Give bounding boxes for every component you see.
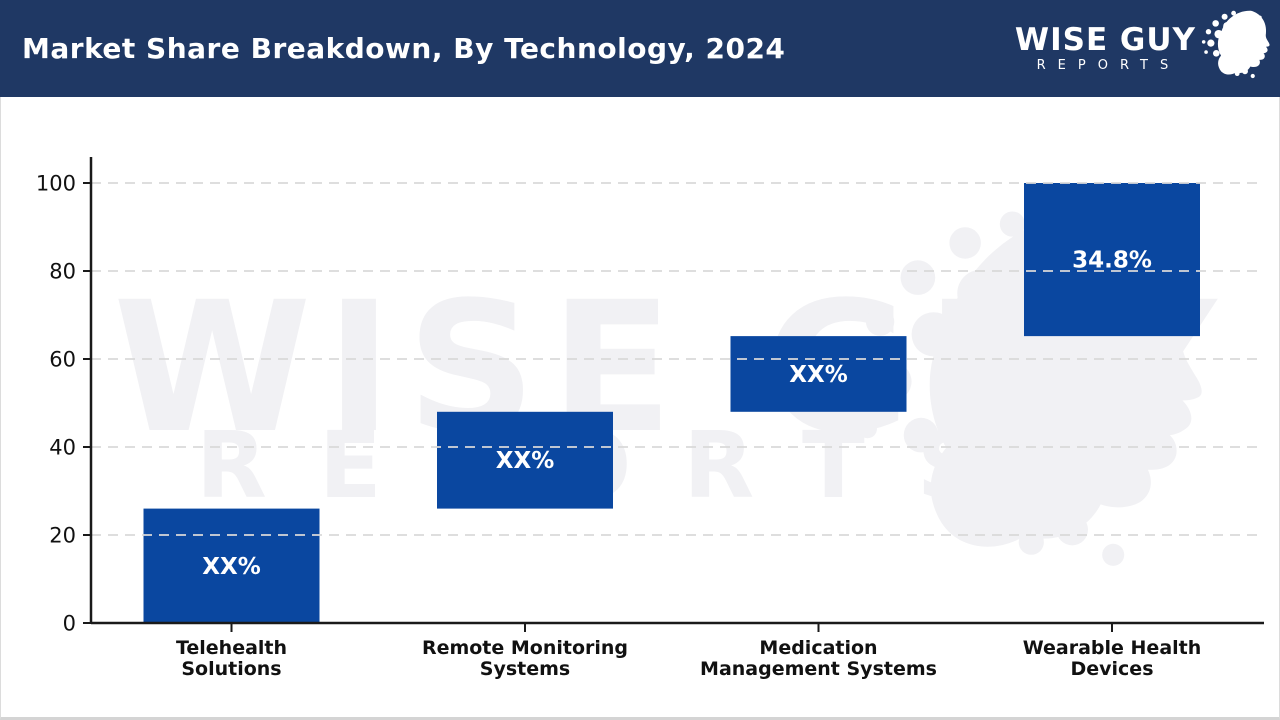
y-tick-label: 60 [49, 348, 76, 372]
bar-value-label: 34.8% [1072, 248, 1152, 274]
bar-segment [1024, 183, 1200, 337]
x-category-label: Medication Management Systems [700, 637, 937, 680]
y-tick-label: 0 [63, 612, 76, 636]
y-tick-label: 80 [49, 260, 76, 284]
logo-wordmark-line1: WISE GUY [1014, 21, 1196, 58]
bar-segment [437, 411, 613, 509]
header-bar: Market Share Breakdown, By Technology, 2… [0, 0, 1280, 97]
page-title: Market Share Breakdown, By Technology, 2… [22, 32, 786, 65]
x-category-label: Wearable Health Devices [1023, 637, 1202, 680]
y-tick-label: 20 [49, 524, 76, 548]
bar-value-label: XX% [202, 554, 261, 580]
logo-wordmark-line2: REPORTS [1036, 58, 1181, 74]
chart-area: WISE GUY REPORTS 0 20 40 60 80 100 XX% Teleheal… [0, 97, 1280, 720]
bar-value-label: XX% [789, 362, 848, 388]
y-tick-label: 100 [36, 172, 76, 196]
x-category-label: Telehealth Solutions [176, 637, 287, 680]
bar-value-label: XX% [496, 448, 555, 474]
wiseguy-face-icon [1201, 10, 1270, 79]
bar-segment [143, 508, 320, 623]
y-tick-label: 40 [49, 436, 76, 460]
x-category-label: Remote Monitoring Systems [422, 637, 628, 680]
wiseguy-logo: WISE GUY REPORTS [1015, 9, 1280, 88]
bar-segment [730, 336, 907, 412]
waterfall-chart: 0 20 40 60 80 100 XX% Telehealth Solutions XX% Rem… [36, 157, 1264, 680]
logo-wordmark: WISE GUY REPORTS [1015, 24, 1196, 74]
